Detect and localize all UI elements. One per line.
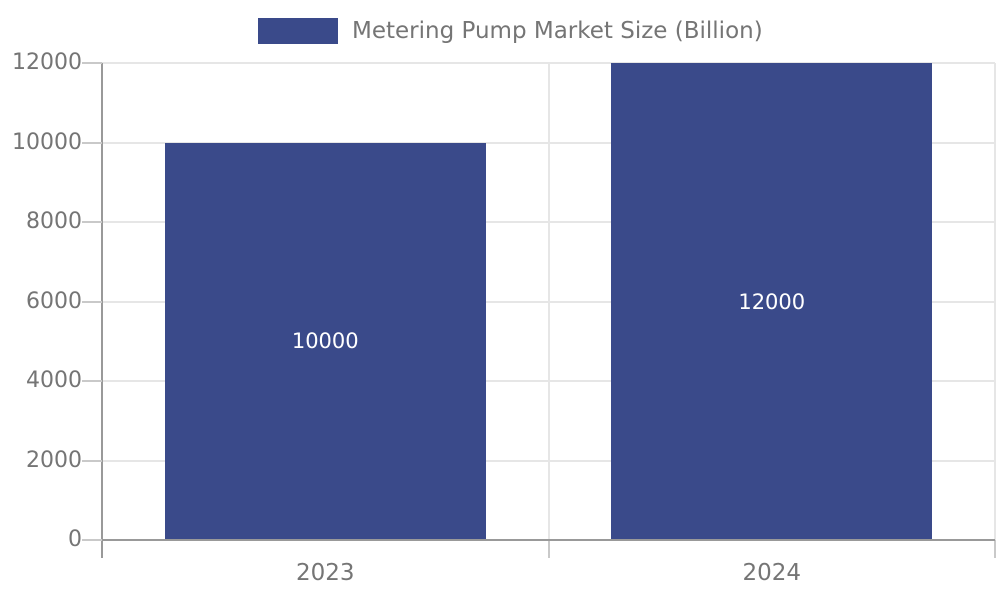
legend-label: Metering Pump Market Size (Billion) [352, 18, 763, 44]
legend-swatch [258, 18, 338, 44]
y-tick-label: 0 [68, 527, 82, 552]
y-tick-label: 10000 [12, 129, 82, 155]
y-tick-label: 8000 [26, 209, 82, 234]
gridline-v [547, 63, 550, 540]
x-axis-tick [547, 540, 550, 558]
y-tick-label: 2000 [26, 447, 82, 473]
y-axis-tick [82, 62, 102, 64]
y-tick-label: 4000 [26, 368, 82, 393]
bar-value-label: 10000 [291, 329, 359, 354]
y-tick-label: 6000 [26, 288, 82, 314]
x-category-label: 2023 [295, 560, 355, 586]
bar [164, 142, 486, 540]
bar-value-label: 12000 [738, 289, 806, 314]
y-axis-tick [82, 380, 102, 382]
y-axis-tick [82, 459, 102, 462]
legend: Metering Pump Market Size (Billion) [258, 18, 763, 44]
y-axis-tick [82, 141, 102, 144]
x-axis-line [102, 539, 995, 541]
x-axis-tick [994, 540, 996, 558]
gridline-v [994, 63, 996, 540]
y-axis-tick [82, 539, 102, 541]
y-axis-tick [82, 300, 102, 303]
y-axis-line [101, 63, 103, 558]
y-axis-tick [82, 221, 102, 223]
bar [611, 63, 933, 540]
y-tick-label: 12000 [12, 50, 82, 75]
x-category-label: 2024 [742, 560, 802, 586]
